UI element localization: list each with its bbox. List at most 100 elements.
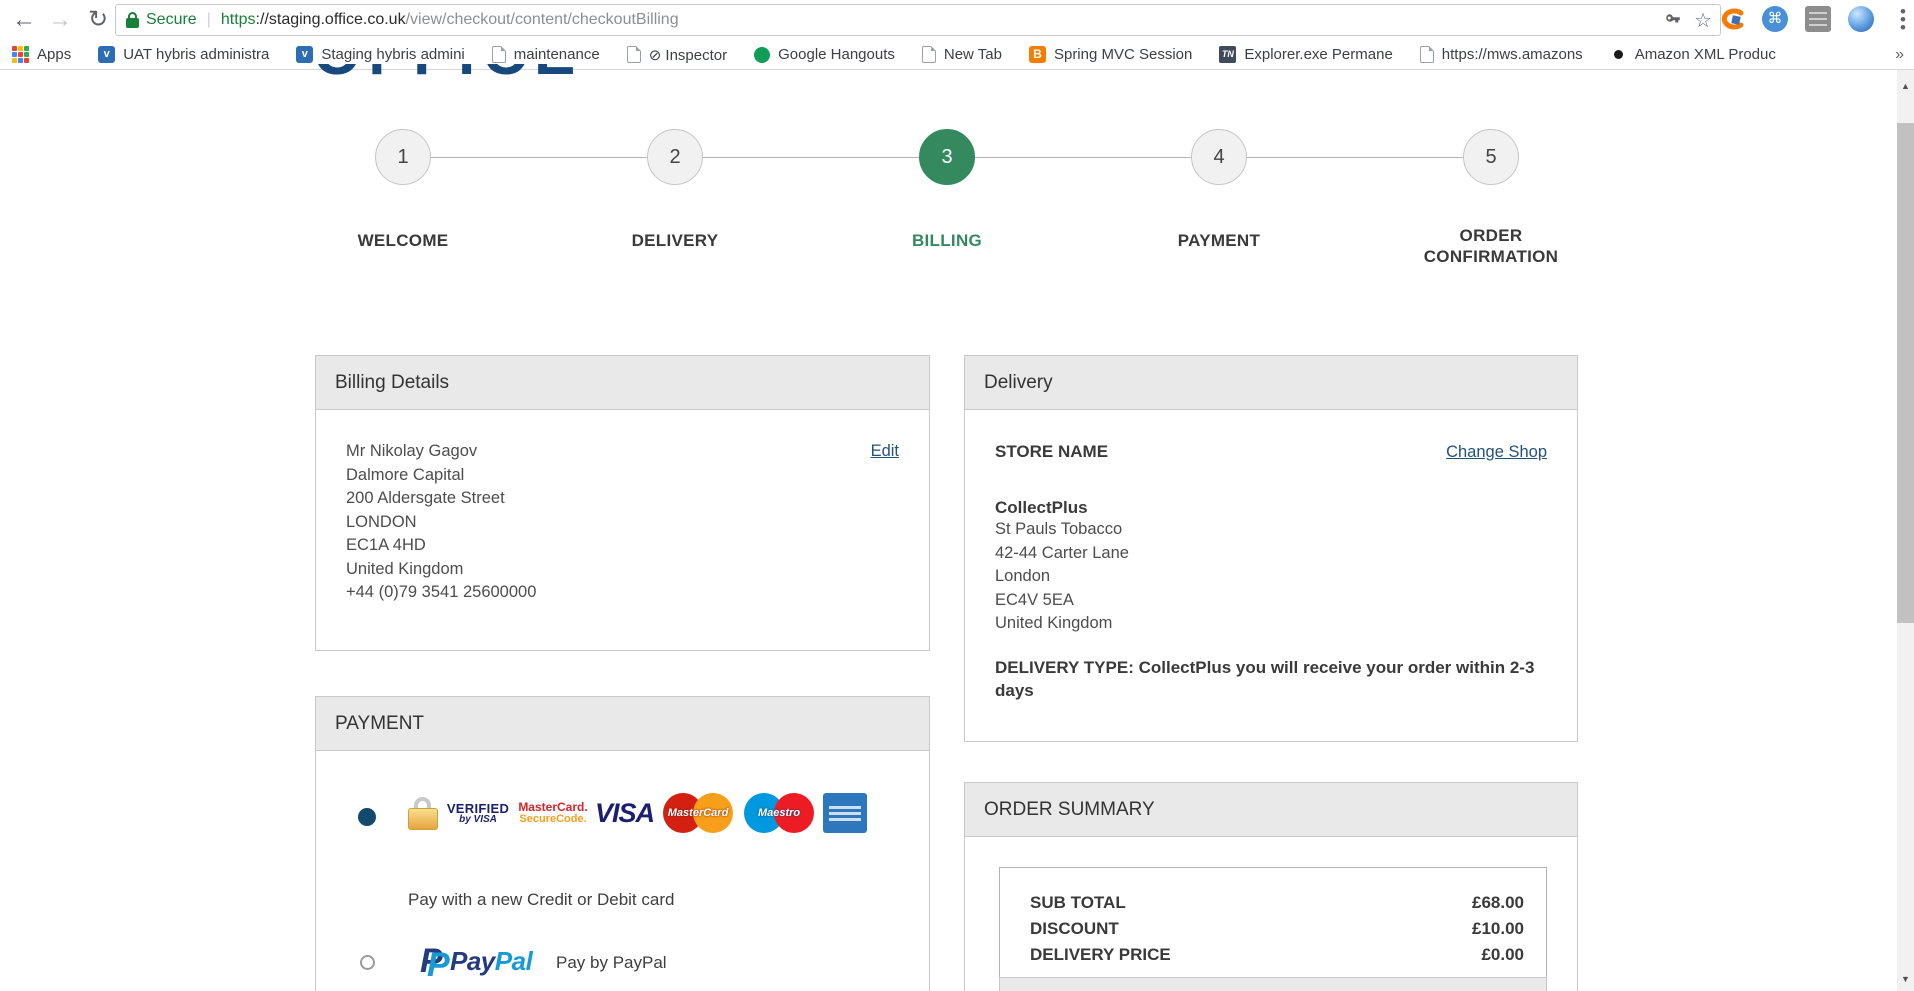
bookmark-explorer-exe[interactable]: TN Explorer.exe Permane: [1219, 46, 1393, 63]
step-circle-delivery[interactable]: 2: [647, 129, 703, 185]
url-text[interactable]: https://staging.office.co.uk/view/checko…: [220, 11, 679, 28]
url-separator: |: [206, 11, 211, 28]
page-icon: [491, 46, 506, 63]
step-circle-billing[interactable]: 3: [919, 129, 975, 185]
bookmark-label: Staging hybris admini: [321, 46, 465, 63]
order-summary-title: ORDER SUMMARY: [984, 798, 1155, 820]
step-label-order-confirmation: ORDER CONFIRMATION: [1423, 226, 1559, 266]
blogger-icon: B: [1028, 46, 1046, 63]
step-circle-payment[interactable]: 4: [1191, 129, 1247, 185]
bookmark-maintenance[interactable]: maintenance: [491, 46, 600, 63]
subtotal-label: SUB TOTAL: [1030, 893, 1126, 912]
discount-value: £10.00: [1472, 919, 1524, 938]
step-label-payment: PAYMENT: [1177, 231, 1261, 250]
bookmark-uat-hybris[interactable]: v UAT hybris administra: [98, 46, 269, 63]
bookmark-amazon-xml[interactable]: Amazon XML Produc: [1610, 46, 1776, 63]
store-address-line: EC4V 5EA: [995, 590, 1074, 609]
delivery-header: Delivery: [965, 356, 1577, 410]
change-shop-link[interactable]: Change Shop: [1446, 442, 1547, 461]
bookmark-mws-amazon[interactable]: https://mws.amazons: [1419, 46, 1583, 63]
bookmark-google-hangouts[interactable]: Google Hangouts: [754, 46, 895, 63]
radio-credit-debit-card[interactable]: [358, 808, 376, 826]
step-connector: [974, 157, 1192, 158]
bookmark-label: Spring MVC Session: [1053, 46, 1193, 63]
extension-globe-icon[interactable]: [1848, 6, 1874, 32]
billing-postcode: EC1A 4HD: [346, 536, 426, 554]
delivery-panel: Delivery STORE NAME Change Shop CollectP…: [964, 355, 1578, 742]
delivery-title: Delivery: [984, 371, 1053, 393]
verified-by-visa-icon: VERIFIED by VISA: [446, 800, 510, 825]
apps-grid-icon: [12, 46, 29, 63]
step-label-billing: BILLING: [911, 231, 983, 250]
maestro-icon: Maestro: [742, 791, 816, 835]
back-button[interactable]: ←: [12, 6, 36, 33]
browser-toolbar: ← → ↻ Secure | https://staging.office.co…: [0, 0, 1914, 40]
order-summary-panel: ORDER SUMMARY SUB TOTAL £68.00 DISCOUNT …: [964, 782, 1578, 991]
bookmark-star-icon[interactable]: ☆: [1694, 10, 1712, 32]
delivery-price-value: £0.00: [1481, 945, 1524, 964]
billing-details-title: Billing Details: [335, 371, 450, 393]
step-connector: [430, 157, 648, 158]
radio-paypal[interactable]: [360, 955, 375, 970]
bookmark-new-tab[interactable]: New Tab: [921, 46, 1002, 63]
step-circle-welcome[interactable]: 1: [375, 129, 431, 185]
bookmark-spring-mvc[interactable]: B Spring MVC Session: [1028, 46, 1193, 63]
bookmark-label: Google Hangouts: [778, 46, 895, 63]
subtotal-value: £68.00: [1472, 893, 1524, 912]
page-icon: [1419, 46, 1434, 63]
office-logo[interactable]: OFFICE: [313, 64, 573, 93]
step-circle-order-confirmation[interactable]: 5: [1463, 129, 1519, 185]
refresh-button[interactable]: ↻: [87, 6, 109, 33]
page-icon: [626, 46, 641, 63]
bookmark-apps[interactable]: Apps: [12, 46, 71, 63]
payment-panel: PAYMENT VERIFIED by VISA MasterCard. Sec…: [315, 696, 930, 991]
store-address-line: United Kingdom: [995, 614, 1113, 632]
summary-row-subtotal: SUB TOTAL £68.00: [1030, 890, 1524, 916]
payment-header: PAYMENT: [316, 697, 929, 751]
billing-details-header: Billing Details: [316, 356, 929, 410]
billing-details-panel: Billing Details Mr Nikolay Gagov Dalmore…: [315, 355, 930, 651]
store-address-line: St Pauls Tobacco: [995, 520, 1123, 538]
step-connector: [702, 157, 920, 158]
bookmark-staging-hybris[interactable]: v Staging hybris admini: [296, 46, 465, 63]
step-connector: [1246, 157, 1464, 158]
edit-billing-link[interactable]: Edit: [870, 442, 899, 460]
tn-icon: TN: [1219, 46, 1237, 63]
summary-total-bar: [999, 977, 1547, 991]
bookmark-label: https://mws.amazons: [1441, 46, 1583, 63]
scrollbar-thumb[interactable]: [1897, 123, 1914, 623]
bookmark-inspector[interactable]: ⊘ Inspector: [626, 46, 728, 64]
billing-country: United Kingdom: [346, 559, 464, 578]
summary-row-discount: DISCOUNT £10.00: [1030, 916, 1524, 942]
delivery-type-text: DELIVERY TYPE: CollectPlus you will rece…: [995, 657, 1535, 700]
billing-company: Dalmore Capital: [346, 465, 465, 484]
pay-card-label[interactable]: Pay with a new Credit or Debit card: [408, 890, 675, 909]
billing-phone: +44 (0)79 3541 25600000: [346, 583, 537, 601]
bookmarks-overflow-chevron[interactable]: »: [1895, 45, 1904, 63]
hangouts-icon: [754, 46, 771, 63]
paypal-icon: P P PayPal: [420, 942, 533, 984]
scroll-down-arrow[interactable]: ▼: [1901, 974, 1910, 984]
page-scrollbar[interactable]: ▲ ▼: [1897, 70, 1914, 991]
bookmark-label: ⊘ Inspector: [648, 46, 728, 64]
pay-paypal-label[interactable]: Pay by PayPal: [556, 953, 667, 972]
forward-button[interactable]: →: [48, 6, 72, 33]
billing-street: 200 Aldersgate Street: [346, 489, 505, 507]
bookmark-label: Explorer.exe Permane: [1244, 46, 1393, 63]
hybris-icon: v: [296, 46, 314, 63]
scroll-up-arrow[interactable]: ▲: [1901, 81, 1910, 91]
billing-address: Mr Nikolay Gagov Dalmore Capital 200 Ald…: [346, 440, 899, 605]
order-summary-box: SUB TOTAL £68.00 DISCOUNT £10.00 DELIVER…: [999, 867, 1547, 991]
chrome-menu-icon[interactable]: • • •: [1900, 2, 1906, 37]
store-title: CollectPlus: [995, 498, 1088, 517]
store-address-line: London: [995, 567, 1051, 585]
extension-command-icon[interactable]: ⌘: [1762, 6, 1788, 32]
bookmark-label: maintenance: [513, 46, 600, 63]
password-key-icon[interactable]: [1664, 12, 1682, 30]
extension-card-icon[interactable]: [1805, 6, 1831, 32]
extension-swoosh-icon[interactable]: [1719, 6, 1745, 32]
order-summary-header: ORDER SUMMARY: [965, 783, 1577, 837]
address-bar[interactable]: Secure | https://staging.office.co.uk/vi…: [115, 4, 1721, 36]
discount-label: DISCOUNT: [1030, 919, 1119, 938]
